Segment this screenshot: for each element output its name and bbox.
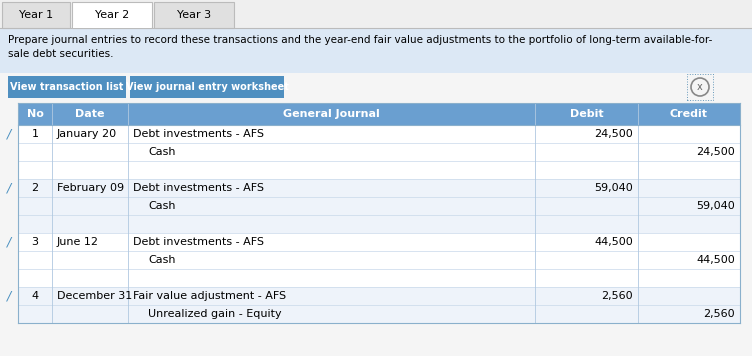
Text: January 20: January 20 xyxy=(57,129,117,139)
Text: 24,500: 24,500 xyxy=(594,129,633,139)
Text: Unrealized gain - Equity: Unrealized gain - Equity xyxy=(148,309,282,319)
Text: Fair value adjustment - AFS: Fair value adjustment - AFS xyxy=(133,291,286,301)
Text: 59,040: 59,040 xyxy=(696,201,735,211)
FancyBboxPatch shape xyxy=(73,26,151,28)
Text: /: / xyxy=(7,289,11,303)
FancyBboxPatch shape xyxy=(0,0,752,28)
Text: Debt investments - AFS: Debt investments - AFS xyxy=(133,183,264,193)
Text: View transaction list: View transaction list xyxy=(11,82,123,92)
Text: December 31: December 31 xyxy=(57,291,132,301)
FancyBboxPatch shape xyxy=(130,76,284,98)
Text: Debt investments - AFS: Debt investments - AFS xyxy=(133,129,264,139)
Text: 59,040: 59,040 xyxy=(594,183,633,193)
Text: /: / xyxy=(7,236,11,248)
Text: View journal entry worksheet: View journal entry worksheet xyxy=(126,82,289,92)
Text: Cash: Cash xyxy=(148,201,175,211)
Text: Year 1: Year 1 xyxy=(19,10,53,20)
FancyBboxPatch shape xyxy=(18,251,740,269)
FancyBboxPatch shape xyxy=(18,269,740,287)
Text: Date: Date xyxy=(75,109,105,119)
Text: General Journal: General Journal xyxy=(283,109,380,119)
Text: Cash: Cash xyxy=(148,255,175,265)
Text: 2,560: 2,560 xyxy=(602,291,633,301)
FancyBboxPatch shape xyxy=(18,287,740,305)
Text: Debit: Debit xyxy=(570,109,603,119)
Text: Credit: Credit xyxy=(670,109,708,119)
Text: 44,500: 44,500 xyxy=(696,255,735,265)
Text: June 12: June 12 xyxy=(57,237,99,247)
Text: 1: 1 xyxy=(32,129,38,139)
Text: Prepare journal entries to record these transactions and the year-end fair value: Prepare journal entries to record these … xyxy=(8,35,712,45)
Text: x: x xyxy=(697,82,703,92)
Text: sale debt securities.: sale debt securities. xyxy=(8,49,114,59)
Text: No: No xyxy=(26,109,44,119)
Text: 2: 2 xyxy=(32,183,38,193)
Text: /: / xyxy=(7,127,11,141)
Text: /: / xyxy=(7,182,11,194)
Text: February 09: February 09 xyxy=(57,183,124,193)
FancyBboxPatch shape xyxy=(154,2,234,28)
FancyBboxPatch shape xyxy=(72,2,152,28)
FancyBboxPatch shape xyxy=(2,2,70,28)
FancyBboxPatch shape xyxy=(0,28,752,73)
FancyBboxPatch shape xyxy=(18,215,740,233)
Text: 3: 3 xyxy=(32,237,38,247)
FancyBboxPatch shape xyxy=(18,125,740,143)
FancyBboxPatch shape xyxy=(18,179,740,197)
FancyBboxPatch shape xyxy=(18,103,740,125)
Text: 44,500: 44,500 xyxy=(594,237,633,247)
FancyBboxPatch shape xyxy=(18,305,740,323)
Text: Cash: Cash xyxy=(148,147,175,157)
Text: 4: 4 xyxy=(32,291,38,301)
FancyBboxPatch shape xyxy=(8,76,126,98)
Text: 2,560: 2,560 xyxy=(703,309,735,319)
Text: Year 2: Year 2 xyxy=(95,10,129,20)
FancyBboxPatch shape xyxy=(18,233,740,251)
FancyBboxPatch shape xyxy=(18,197,740,215)
Text: Year 3: Year 3 xyxy=(177,10,211,20)
FancyBboxPatch shape xyxy=(18,143,740,161)
Text: Debt investments - AFS: Debt investments - AFS xyxy=(133,237,264,247)
Text: 24,500: 24,500 xyxy=(696,147,735,157)
FancyBboxPatch shape xyxy=(0,73,752,101)
FancyBboxPatch shape xyxy=(18,161,740,179)
